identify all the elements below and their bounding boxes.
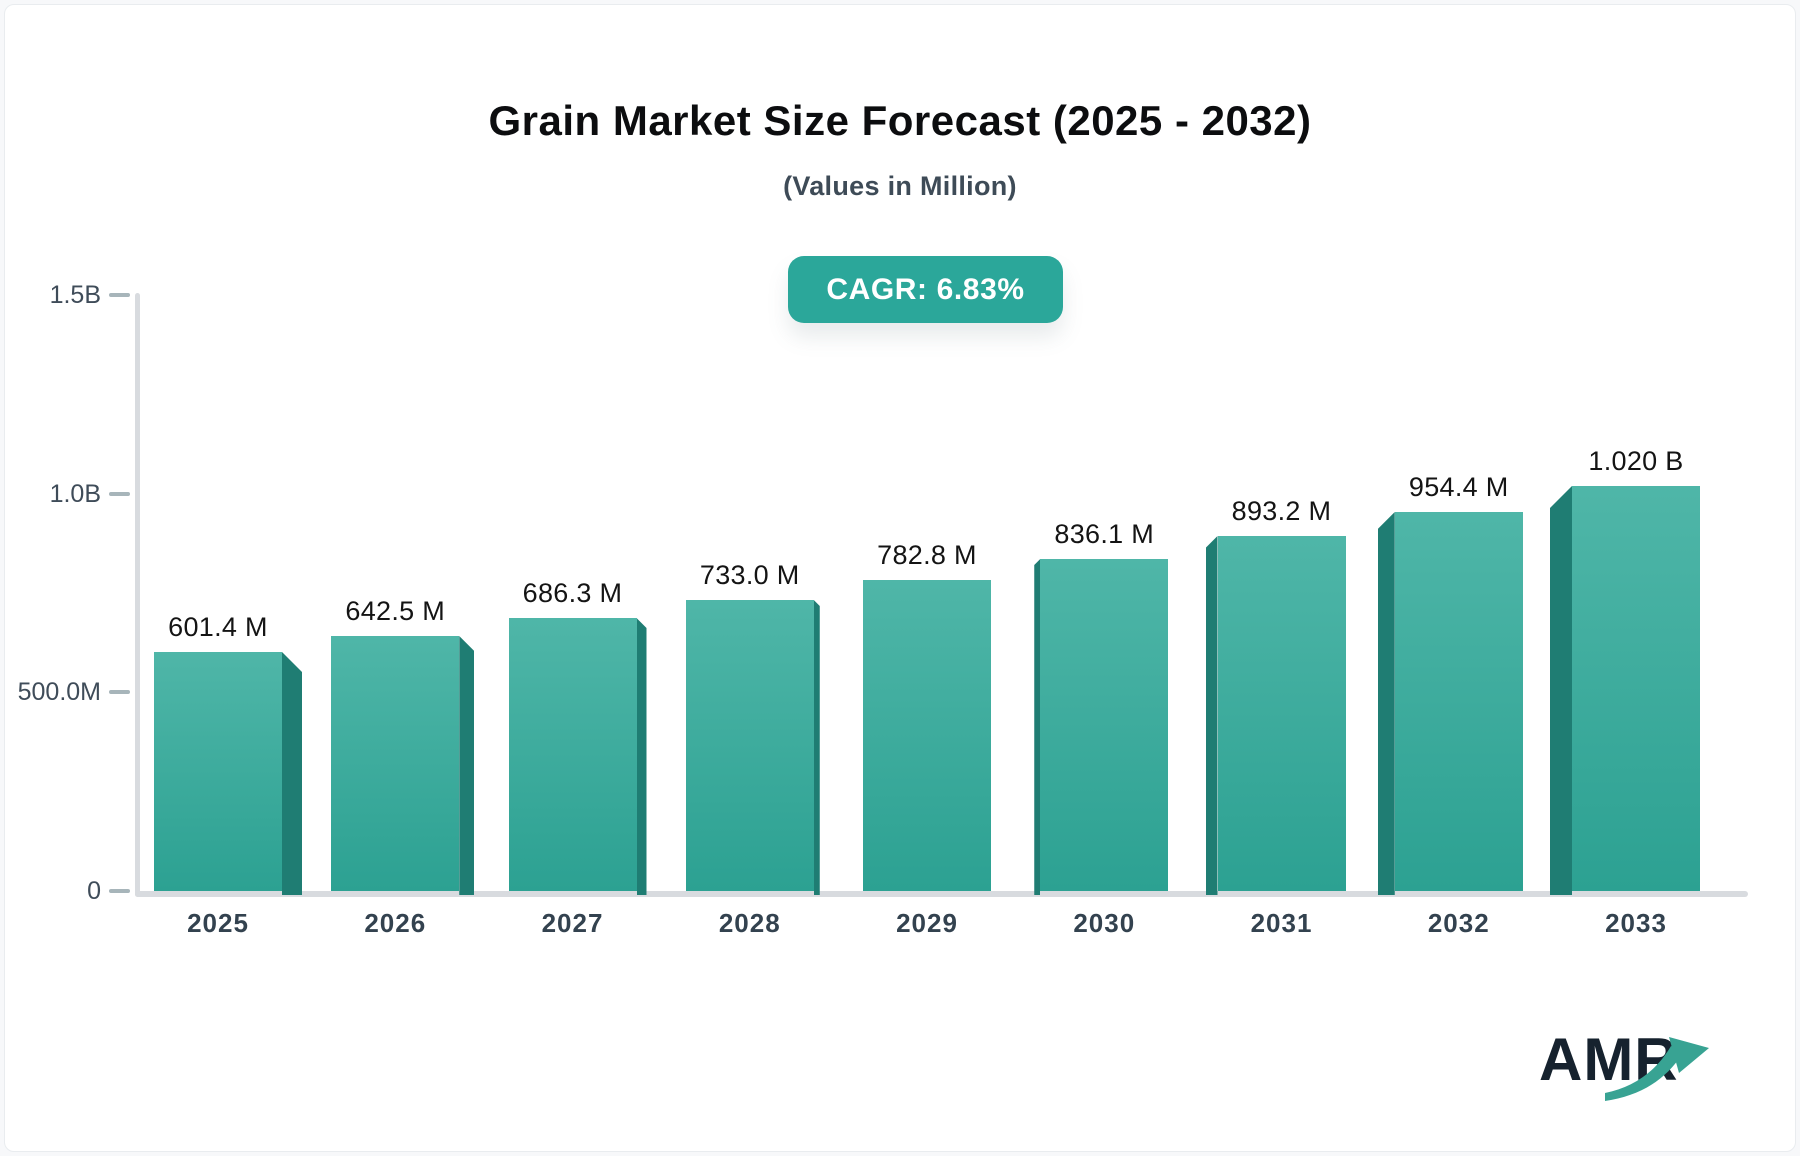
bar-side-face: [282, 652, 302, 895]
bar-value-label: 954.4 M: [1408, 472, 1509, 502]
bar-side-face: [1550, 486, 1572, 895]
x-axis-label: 2027: [541, 908, 604, 938]
y-axis-tick: [109, 889, 130, 893]
x-axis-line: [135, 891, 1748, 897]
bar-front-face: [1040, 559, 1169, 891]
y-axis-line: [135, 293, 140, 897]
bar-value-label: 686.3 M: [522, 578, 623, 608]
chart-card: Grain Market Size Forecast (2025 - 2032)…: [4, 4, 1796, 1152]
bar-value-label: 1.020 B: [1588, 446, 1684, 476]
y-axis-tick: [109, 690, 130, 695]
bar-front-face: [1217, 536, 1346, 891]
bar-value-label: 782.8 M: [877, 540, 977, 570]
bar-value-label: 642.5 M: [345, 596, 446, 626]
bar-value-label: 836.1 M: [1054, 519, 1155, 549]
chart-title: Grain Market Size Forecast (2025 - 2032): [488, 97, 1312, 144]
bar-front-face: [154, 652, 282, 891]
amr-logo: AMR: [1539, 1027, 1719, 1117]
bar-front-face: [863, 580, 991, 891]
y-axis-label: 1.0B: [49, 479, 101, 508]
growth-arrow-icon: [1605, 1037, 1709, 1101]
bar-side-face: [1377, 512, 1395, 895]
y-axis-tick: [109, 292, 130, 297]
cagr-badge: CAGR: 6.83%: [788, 256, 1063, 323]
y-axis-tick: [109, 491, 130, 496]
bar-value-label: 733.0 M: [699, 560, 800, 590]
chart-subtitle: (Values in Million): [783, 171, 1017, 201]
bar-value-label: 601.4 M: [168, 612, 268, 642]
x-axis-label: 2030: [1073, 908, 1136, 938]
y-axis-label: 0: [87, 877, 101, 905]
bar-value-label: 893.2 M: [1231, 496, 1332, 526]
x-axis-label: 2025: [187, 908, 249, 938]
x-axis-label: 2033: [1605, 908, 1667, 938]
y-axis-label: 500.0M: [17, 678, 101, 707]
y-axis-label: 1.5B: [49, 280, 101, 309]
bar-side-face: [459, 636, 475, 895]
bar-side-face: [813, 600, 820, 895]
x-axis-label: 2028: [718, 908, 781, 938]
x-axis-label: 2031: [1250, 908, 1313, 938]
bar-front-face: [685, 600, 814, 891]
x-axis-label: 2029: [896, 908, 958, 938]
bar-front-face: [508, 618, 637, 891]
bar-front-face: [1572, 486, 1700, 891]
bar-side-face: [1205, 536, 1218, 895]
x-axis-label: 2032: [1427, 908, 1490, 938]
x-axis-label: 2026: [364, 908, 427, 938]
bar-front-face: [331, 636, 460, 891]
bar-front-face: [1394, 512, 1523, 891]
bar-side-face: [1034, 559, 1041, 895]
bar-side-face: [636, 618, 647, 895]
